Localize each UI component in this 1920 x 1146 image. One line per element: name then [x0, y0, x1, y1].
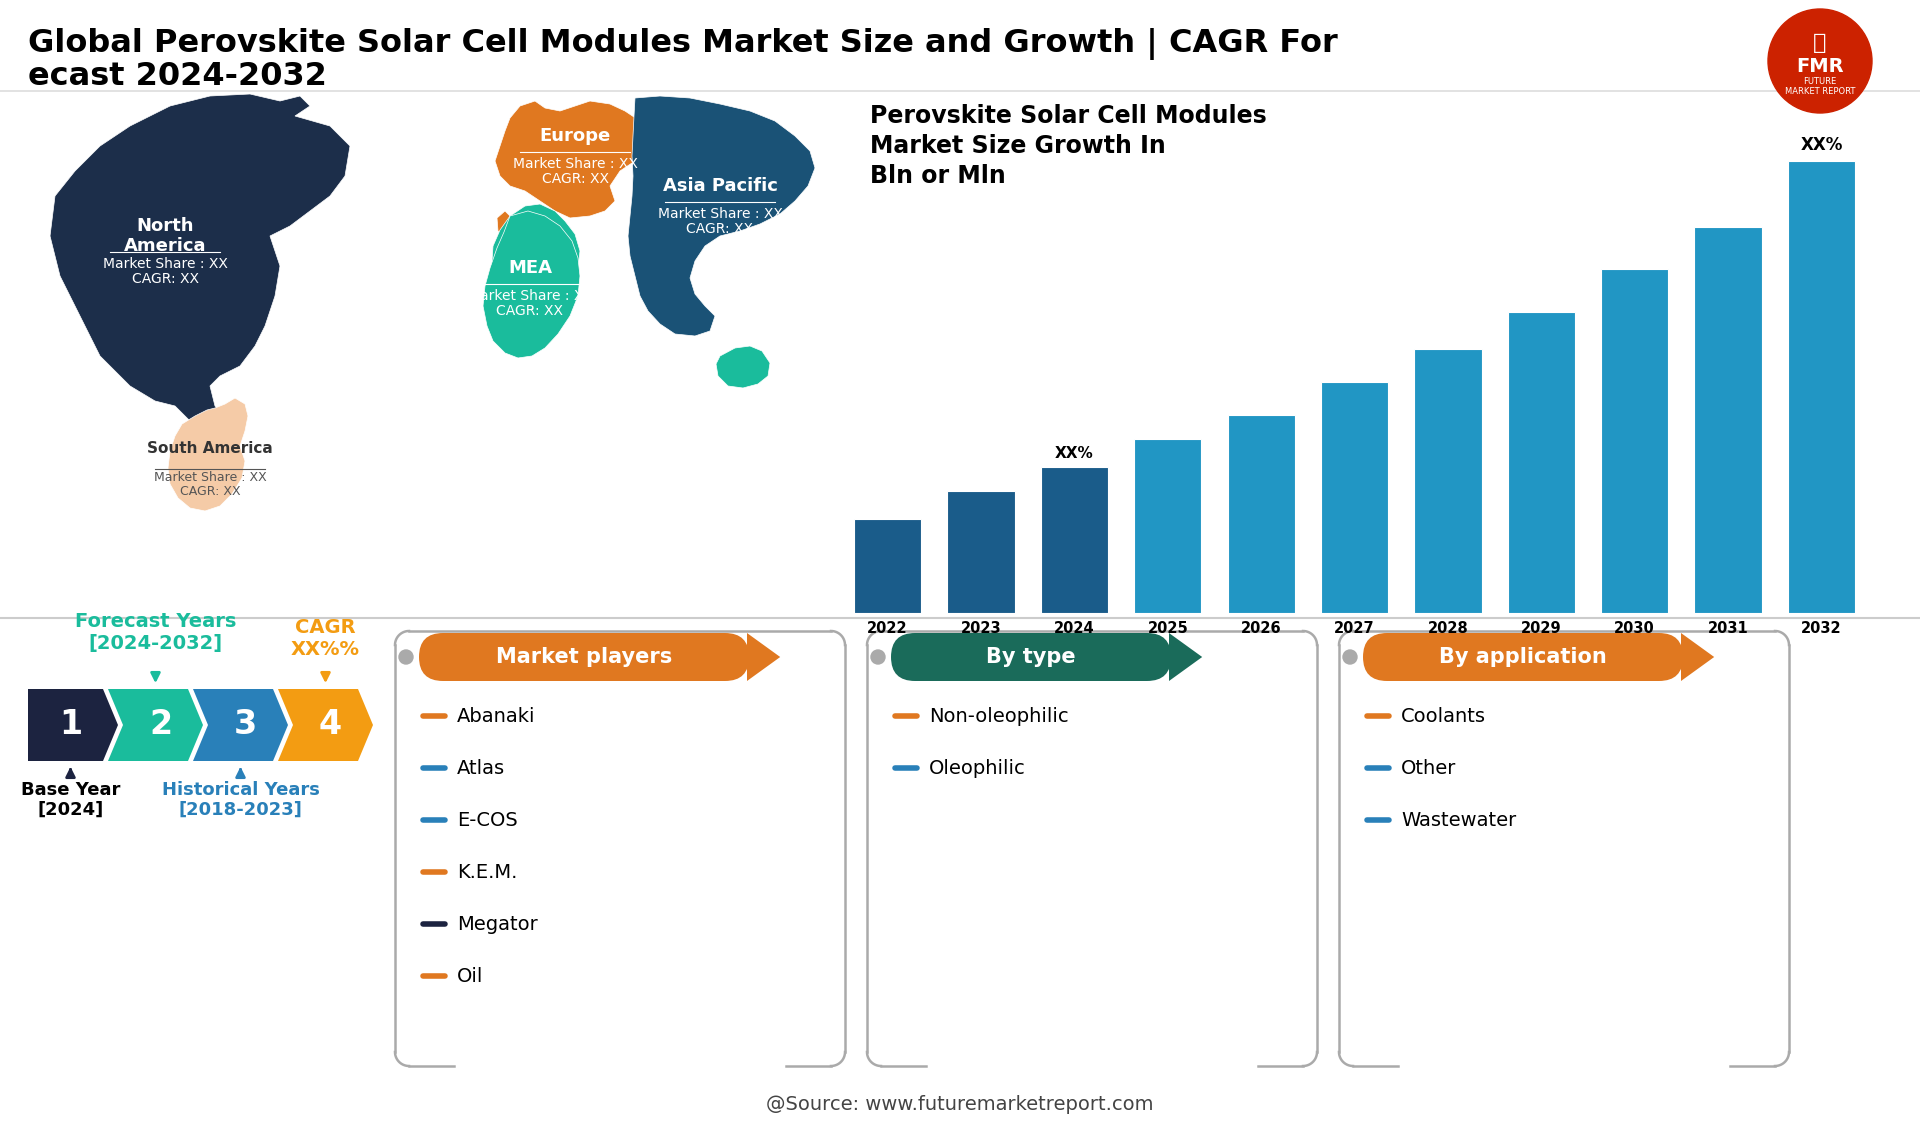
Polygon shape	[492, 204, 580, 298]
Bar	[1135, 439, 1202, 613]
Text: 2024: 2024	[1054, 621, 1094, 636]
Text: 2032: 2032	[1801, 621, 1841, 636]
Polygon shape	[495, 101, 651, 218]
Text: 2029: 2029	[1521, 621, 1561, 636]
Text: CAGR: XX: CAGR: XX	[131, 272, 198, 286]
Text: Asia Pacific: Asia Pacific	[662, 176, 778, 195]
Bar	[947, 490, 1014, 613]
Text: 4: 4	[319, 708, 342, 741]
Text: FMR: FMR	[1797, 56, 1843, 76]
Text: 2027: 2027	[1334, 621, 1375, 636]
Text: Market Share : XX: Market Share : XX	[513, 157, 637, 171]
Text: Abanaki: Abanaki	[457, 706, 536, 725]
Text: South America: South America	[148, 441, 273, 456]
Text: Europe: Europe	[540, 127, 611, 146]
Text: 2023: 2023	[960, 621, 1002, 636]
Polygon shape	[278, 689, 372, 761]
Bar	[1601, 269, 1668, 613]
Text: By type: By type	[987, 647, 1075, 667]
Text: Market Share : XX: Market Share : XX	[657, 207, 783, 221]
Text: Market Share : XX: Market Share : XX	[154, 471, 267, 484]
Text: CAGR: XX: CAGR: XX	[497, 304, 563, 317]
Polygon shape	[747, 633, 780, 681]
Text: Market players: Market players	[495, 647, 672, 667]
Polygon shape	[29, 689, 117, 761]
Text: Non-oleophilic: Non-oleophilic	[929, 706, 1069, 725]
Bar	[854, 519, 922, 613]
Text: Market Share : XX: Market Share : XX	[468, 289, 593, 303]
Text: 2025: 2025	[1148, 621, 1188, 636]
Text: E-COS: E-COS	[457, 810, 518, 830]
Text: North
America: North America	[123, 217, 205, 256]
Polygon shape	[50, 94, 349, 431]
Circle shape	[399, 650, 413, 664]
Text: FUTURE: FUTURE	[1803, 77, 1837, 86]
Text: K.E.M.: K.E.M.	[457, 863, 516, 881]
Text: Wastewater: Wastewater	[1402, 810, 1517, 830]
Bar	[1507, 312, 1574, 613]
Polygon shape	[628, 96, 814, 336]
Text: [2024]: [2024]	[36, 801, 104, 819]
Polygon shape	[484, 211, 580, 358]
Polygon shape	[1169, 633, 1202, 681]
Text: [2024-2032]: [2024-2032]	[88, 634, 223, 653]
Text: MARKET REPORT: MARKET REPORT	[1786, 86, 1855, 95]
Text: Forecast Years: Forecast Years	[75, 612, 236, 631]
Text: @Source: www.futuremarketreport.com: @Source: www.futuremarketreport.com	[766, 1094, 1154, 1114]
Text: 3: 3	[234, 708, 257, 741]
Text: 1: 1	[60, 708, 83, 741]
Text: CAGR: XX: CAGR: XX	[687, 222, 753, 236]
Text: XX%: XX%	[1801, 136, 1843, 155]
Text: Historical Years: Historical Years	[161, 782, 319, 799]
Text: 2: 2	[150, 708, 173, 741]
Circle shape	[872, 650, 885, 664]
Polygon shape	[716, 346, 770, 388]
Polygon shape	[108, 689, 204, 761]
Text: 2031: 2031	[1707, 621, 1749, 636]
Text: 2022: 2022	[868, 621, 908, 636]
Polygon shape	[497, 211, 520, 241]
Bar	[1227, 415, 1294, 613]
Bar	[1041, 468, 1108, 613]
Text: CAGR: XX: CAGR: XX	[180, 485, 240, 499]
Text: Atlas: Atlas	[457, 759, 505, 777]
Text: Market Size Growth In: Market Size Growth In	[870, 134, 1165, 158]
FancyBboxPatch shape	[419, 633, 749, 681]
Polygon shape	[1682, 633, 1715, 681]
Text: 🏃: 🏃	[1812, 33, 1826, 53]
Text: CAGR: XX: CAGR: XX	[541, 172, 609, 186]
Bar	[1321, 383, 1388, 613]
Text: Market Share : XX: Market Share : XX	[102, 257, 227, 270]
Text: Megator: Megator	[457, 915, 538, 934]
Text: Other: Other	[1402, 759, 1457, 777]
Text: XX%%: XX%%	[292, 639, 361, 659]
Text: XX%: XX%	[1054, 446, 1094, 461]
Text: Global Perovskite Solar Cell Modules Market Size and Growth | CAGR For: Global Perovskite Solar Cell Modules Mar…	[29, 28, 1338, 60]
Bar	[1695, 227, 1763, 613]
Polygon shape	[194, 689, 288, 761]
Text: MEA: MEA	[509, 259, 553, 277]
Text: ecast 2024-2032: ecast 2024-2032	[29, 61, 326, 92]
Text: Base Year: Base Year	[21, 782, 121, 799]
Text: [2018-2023]: [2018-2023]	[179, 801, 303, 819]
Circle shape	[1768, 9, 1872, 113]
Bar	[1415, 350, 1482, 613]
Text: 2030: 2030	[1615, 621, 1655, 636]
Text: CAGR: CAGR	[296, 618, 355, 637]
Text: By application: By application	[1440, 647, 1607, 667]
Circle shape	[1342, 650, 1357, 664]
FancyBboxPatch shape	[1363, 633, 1684, 681]
Polygon shape	[169, 398, 248, 511]
Text: Perovskite Solar Cell Modules: Perovskite Solar Cell Modules	[870, 104, 1267, 128]
Text: 2028: 2028	[1428, 621, 1469, 636]
Text: Oleophilic: Oleophilic	[929, 759, 1025, 777]
Text: Coolants: Coolants	[1402, 706, 1486, 725]
Bar	[1788, 160, 1855, 613]
Text: 2026: 2026	[1240, 621, 1281, 636]
Text: Oil: Oil	[457, 966, 484, 986]
FancyBboxPatch shape	[891, 633, 1171, 681]
Text: Bln or Mln: Bln or Mln	[870, 164, 1006, 188]
